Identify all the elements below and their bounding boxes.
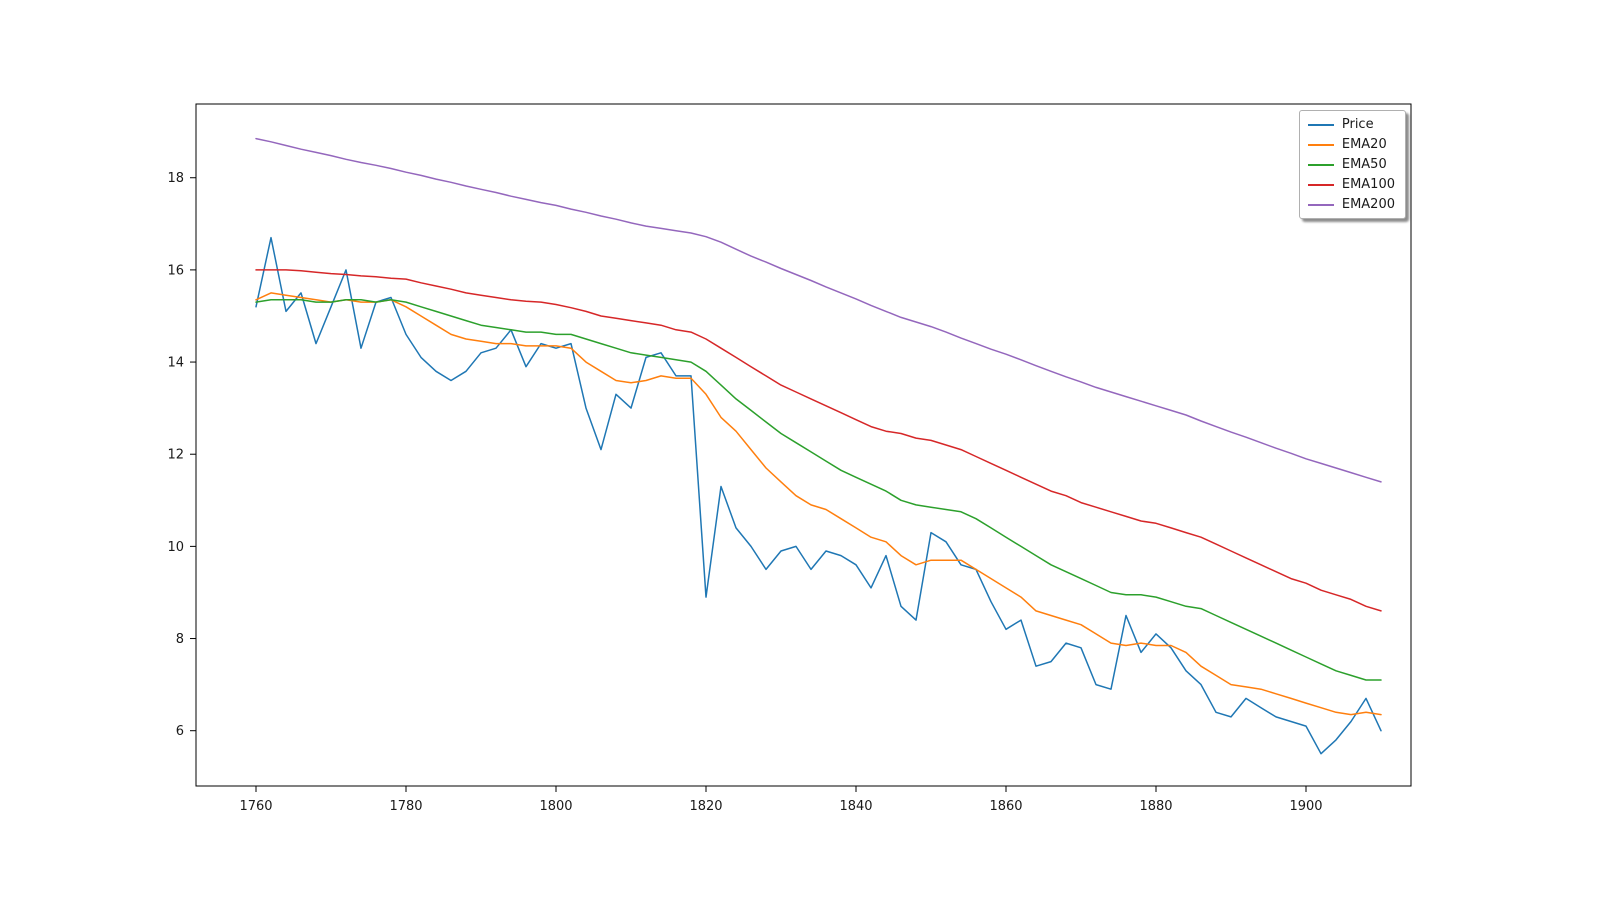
legend-label: EMA200: [1341, 197, 1395, 212]
legend-item-ema200: EMA200: [1307, 197, 1395, 212]
y-tick-label: 14: [167, 356, 184, 371]
y-tick-label: 18: [167, 171, 184, 186]
x-tick-label: 1800: [539, 799, 572, 814]
x-tick-label: 1780: [389, 799, 422, 814]
y-tick-label: 12: [167, 448, 184, 463]
legend-item-ema20: EMA20: [1307, 137, 1395, 152]
y-tick-label: 16: [167, 263, 184, 278]
series-line-ema50: [255, 299, 1382, 681]
legend-label: EMA50: [1341, 157, 1387, 172]
y-tick-label: 8: [176, 632, 184, 647]
legend-label: Price: [1341, 117, 1374, 132]
legend-item-ema100: EMA100: [1307, 177, 1395, 192]
legend-line-sample: [1307, 143, 1334, 146]
series-line-ema200: [255, 137, 1382, 483]
legend-item-ema50: EMA50: [1307, 157, 1395, 172]
y-tick-label: 6: [176, 724, 184, 739]
x-tick-label: 1860: [989, 799, 1022, 814]
legend-label: EMA20: [1341, 137, 1387, 152]
legend-line-sample: [1307, 123, 1334, 126]
legend-line-sample: [1307, 203, 1334, 206]
plot-frame: [195, 103, 1412, 787]
x-tick-label: 1760: [239, 799, 272, 814]
legend-line-sample: [1307, 163, 1334, 166]
series-line-ema100: [255, 269, 1382, 612]
x-tick-label: 1820: [689, 799, 722, 814]
x-tick-label: 1900: [1289, 799, 1322, 814]
legend-line-sample: [1307, 183, 1334, 186]
legend-label: EMA100: [1341, 177, 1395, 192]
y-tick-label: 10: [167, 540, 184, 555]
x-tick-label: 1880: [1139, 799, 1172, 814]
legend-item-price: Price: [1307, 117, 1395, 132]
series-line-ema20: [255, 292, 1382, 716]
x-tick-label: 1840: [839, 799, 872, 814]
series-line-price: [255, 236, 1382, 755]
legend: Price EMA20 EMA50 EMA100 EMA200: [1298, 110, 1406, 219]
